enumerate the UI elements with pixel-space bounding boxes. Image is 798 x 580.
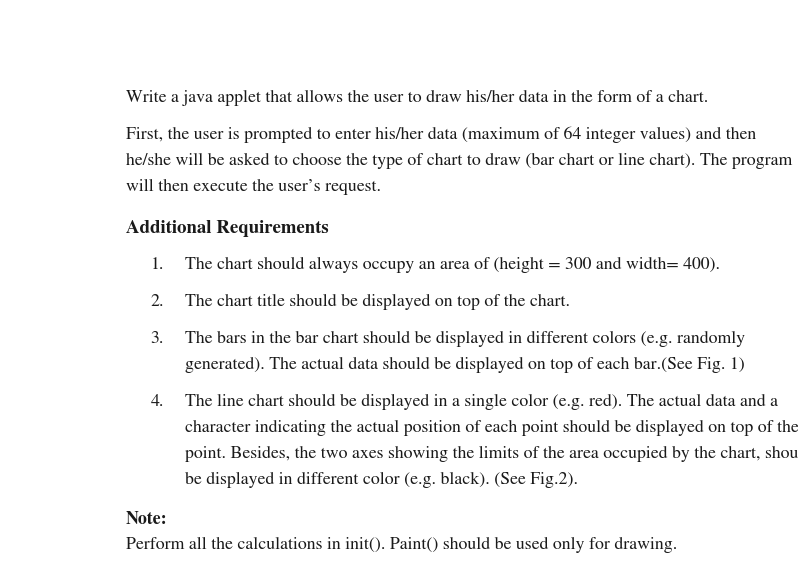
Text: 1.: 1.: [151, 257, 164, 273]
Text: Note:: Note:: [126, 512, 168, 528]
Text: 2.: 2.: [151, 294, 164, 310]
Text: Write a java applet that allows the user to draw his/her data in the form of a c: Write a java applet that allows the user…: [126, 90, 708, 106]
Text: The line chart should be displayed in a single color (e.g. red). The actual data: The line chart should be displayed in a …: [185, 394, 778, 410]
Text: will then execute the user’s request.: will then execute the user’s request.: [126, 179, 381, 195]
Text: The bars in the bar chart should be displayed in different colors (e.g. randomly: The bars in the bar chart should be disp…: [185, 331, 745, 347]
Text: Perform all the calculations in init(). Paint() should be used only for drawing.: Perform all the calculations in init(). …: [126, 537, 677, 553]
Text: The chart title should be displayed on top of the chart.: The chart title should be displayed on t…: [185, 294, 570, 310]
Text: The chart should always occupy an area of (height = 300 and width= 400).: The chart should always occupy an area o…: [185, 257, 720, 273]
Text: 3.: 3.: [151, 331, 164, 347]
Text: be displayed in different color (e.g. black). (See Fig.2).: be displayed in different color (e.g. bl…: [185, 472, 578, 488]
Text: character indicating the actual position of each point should be displayed on to: character indicating the actual position…: [185, 420, 798, 436]
Text: 4.: 4.: [151, 394, 164, 410]
Text: he/she will be asked to choose the type of chart to draw (bar chart or line char: he/she will be asked to choose the type …: [126, 153, 792, 169]
Text: point. Besides, the two axes showing the limits of the area occupied by the char: point. Besides, the two axes showing the…: [185, 446, 798, 462]
Text: Additional Requirements: Additional Requirements: [126, 220, 328, 237]
Text: generated). The actual data should be displayed on top of each bar.(See Fig. 1): generated). The actual data should be di…: [185, 357, 745, 374]
Text: First, the user is prompted to enter his/her data (maximum of 64 integer values): First, the user is prompted to enter his…: [126, 127, 756, 143]
